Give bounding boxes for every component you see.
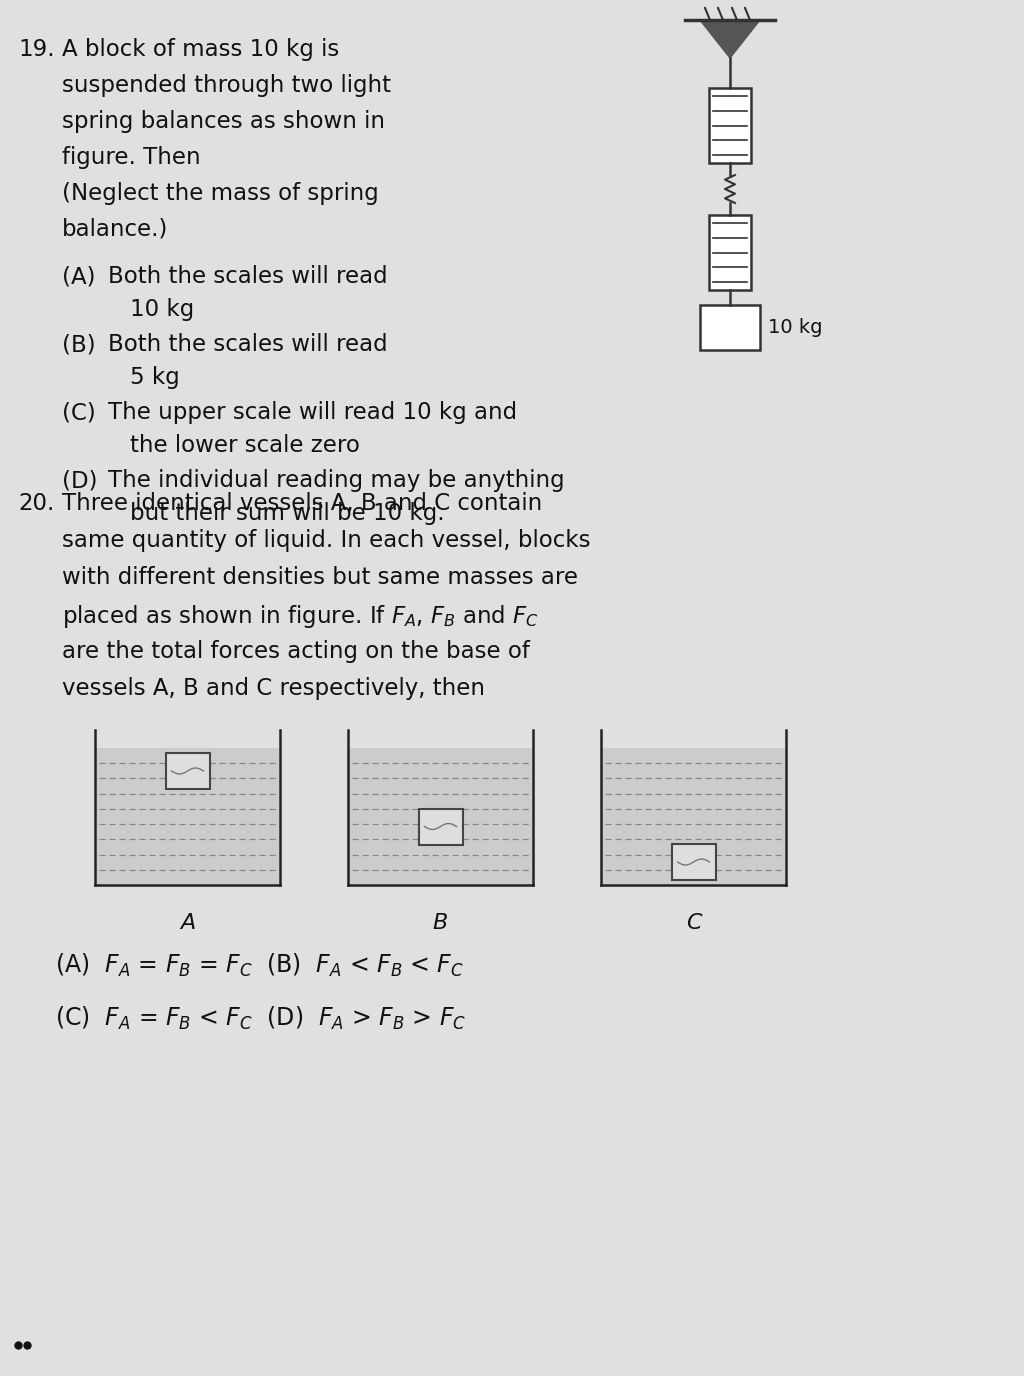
Bar xyxy=(700,305,760,350)
Text: 5 kg: 5 kg xyxy=(130,366,180,389)
Text: The individual reading may be anything: The individual reading may be anything xyxy=(108,469,564,493)
Bar xyxy=(96,749,279,885)
Text: spring balances as shown in: spring balances as shown in xyxy=(62,110,385,133)
Text: The upper scale will read 10 kg and: The upper scale will read 10 kg and xyxy=(108,400,517,424)
Text: (C)  $F_A$ = $F_B$ < $F_C$  (D)  $F_A$ > $F_B$ > $F_C$: (C) $F_A$ = $F_B$ < $F_C$ (D) $F_A$ > $F… xyxy=(55,1004,466,1032)
Text: but their sum will be 10 kg.: but their sum will be 10 kg. xyxy=(130,502,444,526)
Text: (D): (D) xyxy=(62,469,97,493)
Text: 10 kg: 10 kg xyxy=(768,318,822,337)
Text: (B): (B) xyxy=(62,333,95,356)
Bar xyxy=(166,753,210,788)
Text: the lower scale zero: the lower scale zero xyxy=(130,433,359,457)
Text: A block of mass 10 kg is: A block of mass 10 kg is xyxy=(62,39,339,61)
Bar xyxy=(709,215,751,290)
Text: figure. Then: figure. Then xyxy=(62,146,201,169)
Text: B: B xyxy=(433,914,449,933)
Polygon shape xyxy=(700,21,760,58)
Text: are the total forces acting on the base of: are the total forces acting on the base … xyxy=(62,640,529,663)
Text: Both the scales will read: Both the scales will read xyxy=(108,333,388,356)
Text: A: A xyxy=(180,914,196,933)
Text: (C): (C) xyxy=(62,400,96,424)
Text: (Neglect the mass of spring: (Neglect the mass of spring xyxy=(62,182,379,205)
Text: Three identical vessels A, B and C contain: Three identical vessels A, B and C conta… xyxy=(62,493,543,515)
Text: (A): (A) xyxy=(62,266,95,288)
Text: (A)  $F_A$ = $F_B$ = $F_C$  (B)  $F_A$ < $F_B$ < $F_C$: (A) $F_A$ = $F_B$ = $F_C$ (B) $F_A$ < $F… xyxy=(55,952,464,980)
Text: C: C xyxy=(686,914,701,933)
Text: same quantity of liquid. In each vessel, blocks: same quantity of liquid. In each vessel,… xyxy=(62,528,591,552)
Text: vessels A, B and C respectively, then: vessels A, B and C respectively, then xyxy=(62,677,485,700)
Text: placed as shown in figure. If $F_A$, $F_B$ and $F_C$: placed as shown in figure. If $F_A$, $F_… xyxy=(62,603,539,630)
Bar xyxy=(709,88,751,162)
Text: 20.: 20. xyxy=(18,493,54,515)
Text: with different densities but same masses are: with different densities but same masses… xyxy=(62,566,578,589)
Text: balance.): balance.) xyxy=(62,217,168,241)
Bar xyxy=(349,749,532,885)
Bar xyxy=(672,843,716,881)
Text: Both the scales will read: Both the scales will read xyxy=(108,266,388,288)
Bar xyxy=(602,749,785,885)
Text: 10 kg: 10 kg xyxy=(130,299,195,321)
Text: suspended through two light: suspended through two light xyxy=(62,74,391,96)
Text: 19.: 19. xyxy=(18,39,54,61)
Bar xyxy=(419,809,463,845)
